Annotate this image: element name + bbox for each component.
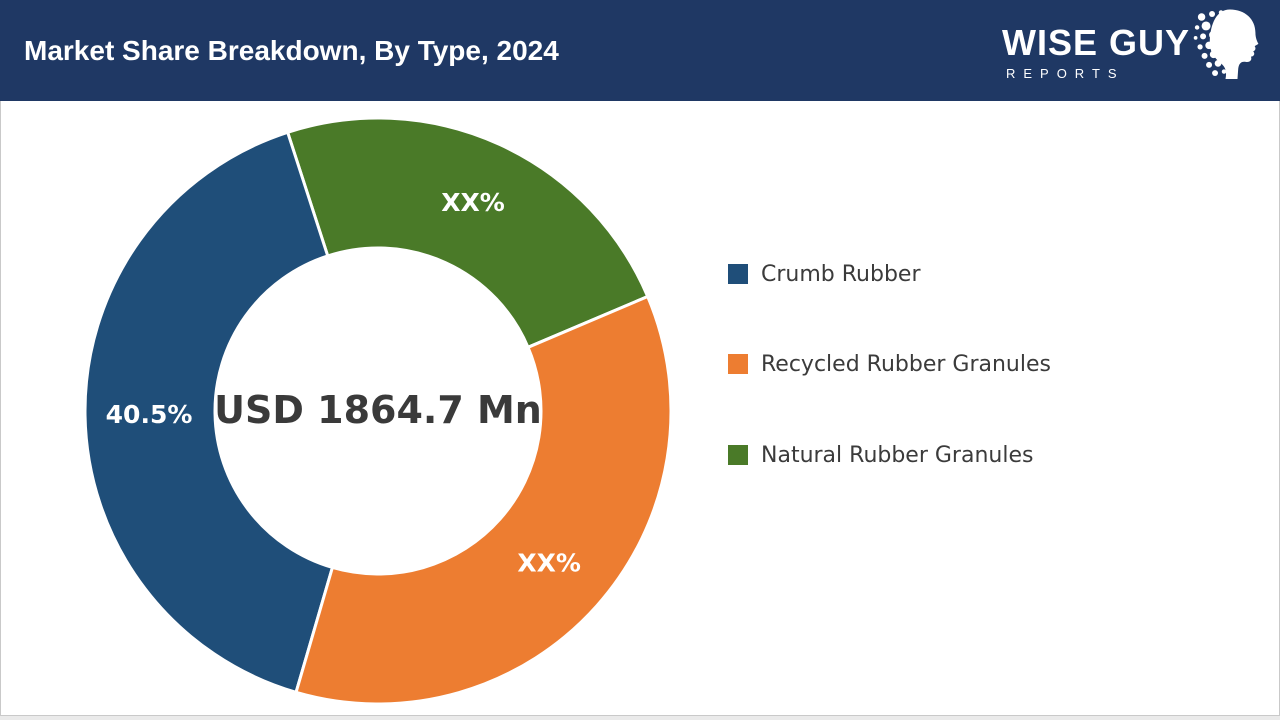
legend-item-natural-rubber-granules: Natural Rubber Granules <box>728 440 1033 470</box>
logo-subtitle: REPORTS <box>1005 65 1125 81</box>
chart-title: Market Share Breakdown, By Type, 2024 <box>24 35 559 66</box>
wise-guy-reports-logo: WISE GUY REPORTS <box>1002 8 1268 94</box>
legend-swatch <box>728 264 748 284</box>
legend-item-recycled-rubber-granules: Recycled Rubber Granules <box>728 349 1051 379</box>
legend-swatch <box>728 445 748 465</box>
legend-label: Recycled Rubber Granules <box>761 351 1051 377</box>
logo-face-icon <box>1193 9 1259 80</box>
legend-item-crumb-rubber: Crumb Rubber <box>728 259 921 289</box>
legend-swatch <box>728 354 748 374</box>
legend-label: Crumb Rubber <box>761 261 921 287</box>
header-bar: Market Share Breakdown, By Type, 2024 WI… <box>0 0 1280 101</box>
legend-label: Natural Rubber Granules <box>761 442 1034 468</box>
logo-text: WISE GUY REPORTS <box>1002 22 1190 81</box>
donut-center-value: USD 1864.7 Mn <box>214 388 542 432</box>
logo-wordmark: WISE GUY <box>1001 21 1190 63</box>
